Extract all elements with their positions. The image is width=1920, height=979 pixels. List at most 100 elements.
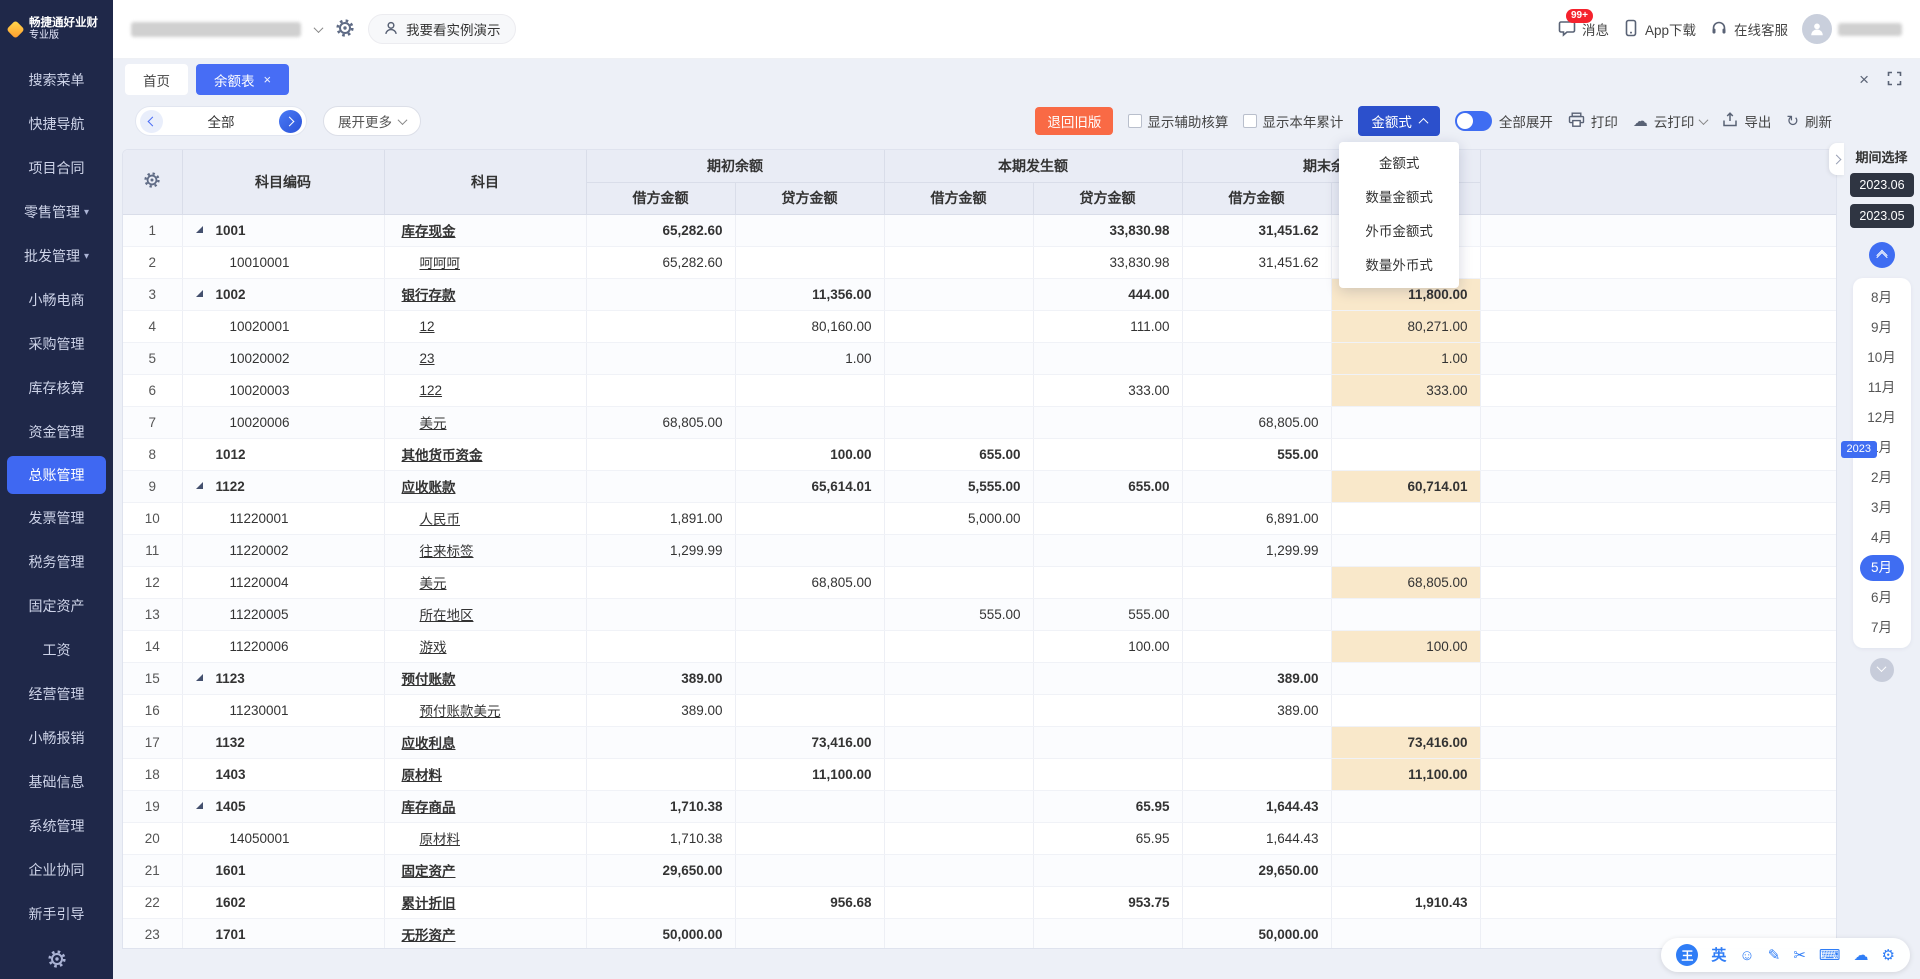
account-link[interactable]: 所在地区	[419, 608, 474, 623]
table-row[interactable]: 14 11220006 游戏 100.00 100.00	[123, 630, 1836, 663]
month-item[interactable]: 8月	[1870, 290, 1892, 305]
subject-filter[interactable]: 全部	[135, 106, 307, 136]
expand-icon[interactable]	[195, 482, 203, 489]
table-row[interactable]: 23 1701 无形资产 50,000.00 50,000.00	[123, 918, 1836, 948]
account-link[interactable]: 库存商品	[401, 800, 456, 815]
account-link[interactable]: 累计折旧	[401, 896, 456, 911]
sidebar-item[interactable]: 工资	[42, 642, 71, 658]
prev-arrow-icon[interactable]	[140, 109, 163, 133]
month-item[interactable]: 5月	[1859, 555, 1904, 581]
sidebar-item[interactable]: 采购管理	[28, 336, 85, 352]
table-row[interactable]: 8 1012 其他货币资金 100.00 655.00 555.00	[123, 438, 1836, 471]
table-row[interactable]: 19 1405 库存商品 1,710.38 65.95 1,644.43	[123, 790, 1836, 823]
online-service-button[interactable]: 在线客服	[1710, 19, 1788, 40]
toggle-switch[interactable]	[1454, 111, 1492, 131]
account-link[interactable]: 12	[419, 318, 435, 334]
app-download-button[interactable]: App下载	[1623, 19, 1696, 40]
format-menu-item[interactable]: 外币金额式	[1365, 224, 1433, 239]
account-link[interactable]: 固定资产	[401, 864, 456, 879]
tab-home[interactable]: 首页	[125, 64, 188, 95]
column-settings-gear-icon[interactable]	[123, 150, 183, 215]
refresh-button[interactable]: ↻ 刷新	[1786, 112, 1832, 131]
table-row[interactable]: 1 1001 库存现金 65,282.60 33,830.98 31,451.62	[123, 214, 1836, 247]
format-dropdown-button[interactable]: 金额式 金额式 数量金额式 外币金额式 数量外币式	[1339, 106, 1460, 288]
month-item[interactable]: 11月	[1867, 380, 1896, 395]
table-row[interactable]: 17 1132 应收利息 73,416.00 73,416.00	[123, 726, 1836, 759]
sidebar-item[interactable]: 库存核算	[28, 380, 85, 396]
sidebar-item[interactable]: 企业协同	[28, 862, 85, 878]
fullscreen-icon[interactable]	[1887, 71, 1902, 89]
close-icon[interactable]: ×	[263, 72, 272, 87]
ime-lang-indicator[interactable]: 英	[1711, 946, 1727, 964]
account-link[interactable]: 往来标签	[419, 544, 474, 559]
expand-more-button[interactable]: 展开更多	[323, 106, 421, 136]
settings-gear-icon[interactable]	[336, 18, 354, 40]
pen-icon[interactable]: ✎	[1767, 946, 1781, 964]
show-ytd-checkbox[interactable]: 显示本年累计	[1243, 111, 1343, 131]
table-row[interactable]: 20 14050001 原材料 1,710.38 65.95 1,644.43	[123, 822, 1836, 855]
scroll-down-button[interactable]	[1869, 658, 1894, 682]
account-link[interactable]: 122	[419, 382, 443, 398]
cloud-icon[interactable]: ☁	[1853, 946, 1869, 964]
scissors-icon[interactable]: ✂	[1793, 946, 1806, 964]
account-link[interactable]: 应收账款	[401, 480, 456, 495]
account-link[interactable]: 游戏	[419, 640, 447, 655]
month-item[interactable]: 3月	[1870, 500, 1892, 515]
table-row[interactable]: 11 11220002 往来标签 1,299.99 1,299.99	[123, 534, 1836, 567]
ime-logo[interactable]: 王	[1676, 944, 1699, 966]
account-link[interactable]: 预付账款美元	[419, 704, 501, 719]
sidebar-item[interactable]: 资金管理	[28, 424, 85, 440]
next-arrow-icon[interactable]	[279, 109, 302, 133]
expand-icon[interactable]	[195, 802, 203, 809]
table-row[interactable]: 13 11220005 所在地区 555.00 555.00	[123, 598, 1836, 631]
table-row[interactable]: 18 1403 原材料 11,100.00 11,100.00	[123, 758, 1836, 791]
sidebar-settings-icon[interactable]	[0, 950, 113, 971]
sidebar-item[interactable]: 总账管理	[7, 456, 106, 494]
table-row[interactable]: 3 1002 银行存款 11,356.00 444.00 11,800.00	[123, 278, 1836, 311]
smiley-icon[interactable]: ☺	[1739, 946, 1755, 964]
close-all-icon[interactable]: ×	[1859, 69, 1869, 89]
sidebar-item[interactable]: 搜索菜单	[28, 72, 85, 88]
sidebar-item[interactable]: 小畅报销	[28, 730, 85, 746]
sidebar-item[interactable]: 项目合同	[28, 160, 85, 176]
month-item[interactable]: 6月	[1870, 590, 1892, 605]
table-row[interactable]: 2 10010001 呵呵呵 65,282.60 33,830.98 31,451.62	[123, 246, 1836, 279]
account-link[interactable]: 23	[419, 350, 435, 366]
month-item[interactable]: 2月	[1870, 470, 1892, 485]
account-link[interactable]: 呵呵呵	[419, 256, 461, 271]
messages-button[interactable]: 99+ 消息	[1558, 8, 1609, 40]
collapse-panel-handle[interactable]	[1829, 143, 1844, 175]
month-item[interactable]: 10月	[1867, 350, 1896, 365]
sidebar-item[interactable]: 基础信息	[28, 774, 85, 790]
table-row[interactable]: 9 1122 应收账款 65,614.01 5,555.00 655.00 60,714.0…	[123, 470, 1836, 503]
account-link[interactable]: 其他货币资金	[401, 448, 483, 463]
table-row[interactable]: 16 11230001 预付账款美元 389.00 389.00	[123, 694, 1836, 727]
sidebar-item[interactable]: 税务管理	[28, 554, 85, 570]
keyboard-icon[interactable]: ⌨	[1818, 946, 1841, 964]
chevron-down-icon[interactable]	[313, 22, 324, 33]
settings-gear-icon[interactable]: ⚙	[1881, 946, 1895, 964]
sidebar-item[interactable]: 发票管理	[28, 510, 85, 526]
account-link[interactable]: 原材料	[419, 832, 461, 847]
table-row[interactable]: 22 1602 累计折旧 956.68 953.75 1,910.43	[123, 886, 1836, 919]
table-row[interactable]: 7 10020006 美元 68,805.00 68,805.00	[123, 406, 1836, 439]
sidebar-item[interactable]: 新手引导	[28, 906, 85, 922]
sidebar-item[interactable]: 经营管理	[28, 686, 85, 702]
format-menu-item[interactable]: 数量外币式	[1365, 258, 1433, 273]
print-button[interactable]: 打印	[1568, 111, 1618, 131]
scroll-up-button[interactable]	[1868, 242, 1895, 268]
account-link[interactable]: 美元	[419, 416, 447, 431]
month-item[interactable]: 9月	[1870, 320, 1892, 335]
company-selector[interactable]	[131, 21, 301, 37]
expand-icon[interactable]	[195, 674, 203, 681]
back-to-old-version-button[interactable]: 退回旧版	[1035, 107, 1114, 135]
account-link[interactable]: 原材料	[401, 768, 443, 783]
sidebar-item[interactable]: 小畅电商	[28, 292, 85, 308]
table-row[interactable]: 5 10020002 23 1.00 1.00	[123, 342, 1836, 375]
account-link[interactable]: 无形资产	[401, 928, 456, 943]
table-row[interactable]: 10 11220001 人民币 1,891.00 5,000.00 6,891.00	[123, 502, 1836, 535]
checkbox-icon[interactable]	[1243, 114, 1258, 128]
period-date-chip[interactable]: 2023.05	[1850, 204, 1914, 228]
account-link[interactable]: 银行存款	[401, 288, 456, 303]
tab-balance-sheet[interactable]: 余额表 ×	[196, 64, 290, 95]
